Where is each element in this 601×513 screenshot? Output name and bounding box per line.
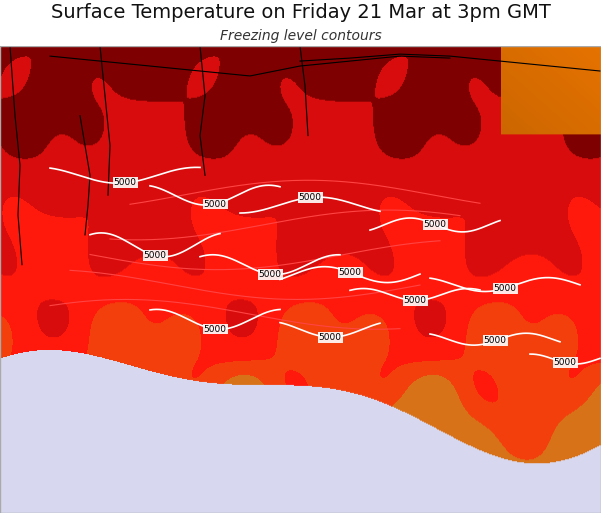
Text: 5000: 5000: [494, 284, 517, 293]
Text: Freezing level contours: Freezing level contours: [219, 29, 382, 43]
Text: 5000: 5000: [554, 358, 576, 367]
Polygon shape: [0, 255, 601, 513]
Text: 5000: 5000: [424, 220, 447, 229]
Text: 5000: 5000: [144, 251, 166, 260]
Text: 5000: 5000: [204, 200, 227, 209]
Text: 5000: 5000: [339, 268, 362, 277]
Text: 5000: 5000: [299, 193, 322, 202]
Text: 5000: 5000: [404, 296, 427, 305]
Text: 5000: 5000: [259, 270, 282, 279]
Text: Surface Temperature on Friday 21 Mar at 3pm GMT: Surface Temperature on Friday 21 Mar at …: [50, 4, 551, 23]
Text: 5000: 5000: [114, 179, 137, 187]
Text: 5000: 5000: [204, 325, 227, 333]
Text: 5000: 5000: [319, 333, 341, 342]
Text: 5000: 5000: [484, 337, 507, 345]
